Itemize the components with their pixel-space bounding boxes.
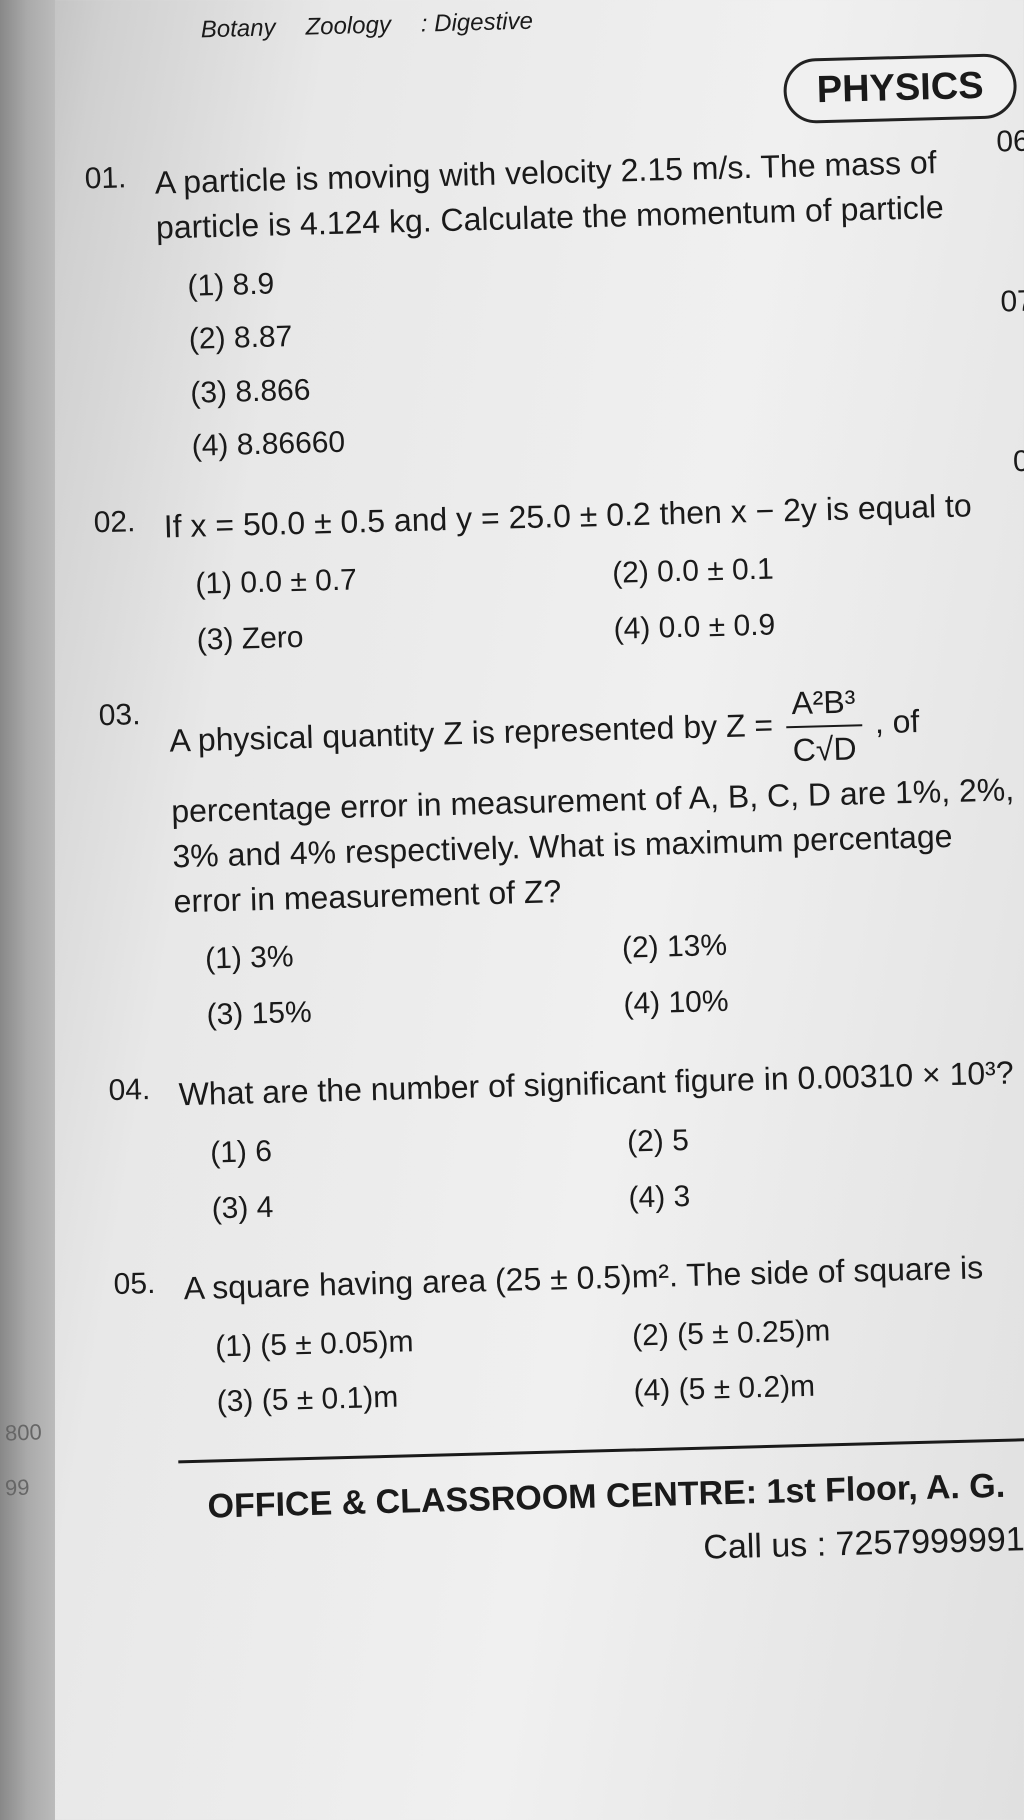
option-1: (1) 3% bbox=[205, 928, 603, 982]
option-1: (1) 0.0 ± 0.7 bbox=[195, 553, 593, 607]
options-list: (1) 3% (2) 13% (3) 15% (4) 10% bbox=[175, 917, 1021, 1038]
option-4: (4) (5 ± 0.2)m bbox=[633, 1360, 1024, 1414]
footer-office: OFFICE & CLASSROOM CENTRE: 1st Floor, A.… bbox=[179, 1466, 1024, 1527]
question-number: 05. bbox=[113, 1267, 156, 1302]
option-3: (3) 4 bbox=[211, 1177, 609, 1231]
question-02: 02. If x = 50.0 ± 0.5 and y = 25.0 ± 0.2… bbox=[153, 482, 1011, 663]
page-binding-edge bbox=[0, 0, 55, 1820]
question-text: A physical quantity Z is represented by … bbox=[168, 676, 1018, 924]
fraction-denominator: C√D bbox=[786, 726, 863, 773]
option-3: (3) Zero bbox=[196, 608, 594, 662]
question-number: 01. bbox=[84, 161, 127, 196]
margin-text-2: 99 bbox=[5, 1475, 30, 1502]
option-2: (2) 8.87 bbox=[188, 297, 1003, 362]
side-question-07: 07. bbox=[1000, 284, 1024, 319]
question-text: If x = 50.0 ± 0.5 and y = 25.0 ± 0.2 the… bbox=[163, 482, 1008, 549]
question-number: 02. bbox=[93, 505, 136, 540]
option-4: (4) 3 bbox=[628, 1166, 1024, 1220]
fraction: A²B³ C√D bbox=[785, 680, 863, 774]
margin-text-1: 800 bbox=[5, 1419, 43, 1446]
q3-text-pre: A physical quantity Z is represented by … bbox=[169, 707, 782, 759]
option-2: (2) 13% bbox=[621, 917, 1019, 971]
options-list: (1) 6 (2) 5 (3) 4 (4) 3 bbox=[180, 1110, 1024, 1231]
option-4: (4) 10% bbox=[623, 972, 1021, 1026]
divider-line bbox=[178, 1438, 1024, 1463]
question-number: 03. bbox=[98, 699, 141, 734]
page-content: Botany Zoology : Digestive PHYSICS 06. 0… bbox=[60, 0, 1024, 1603]
options-list: (1) (5 ± 0.05)m (2) (5 ± 0.25)m (3) (5 ±… bbox=[185, 1304, 1024, 1425]
question-text: A particle is moving with velocity 2.15 … bbox=[154, 138, 1000, 250]
side-question-06: 06. bbox=[996, 124, 1024, 159]
question-05: 05. A square having area (25 ± 0.5)m². T… bbox=[173, 1244, 1024, 1425]
option-2: (2) (5 ± 0.25)m bbox=[632, 1304, 1024, 1358]
option-4: (4) 0.0 ± 0.9 bbox=[613, 597, 1011, 651]
options-list: (1) 8.9 (2) 8.87 (3) 8.866 (4) 8.86660 bbox=[157, 243, 1006, 469]
option-1: (1) 6 bbox=[210, 1121, 608, 1175]
question-03: 03. A physical quantity Z is represented… bbox=[158, 676, 1021, 1038]
option-3: (3) (5 ± 0.1)m bbox=[216, 1370, 614, 1424]
footer-phone: Call us : 7257999991 bbox=[180, 1520, 1024, 1581]
header-zoology: Zoology bbox=[305, 11, 391, 41]
options-list: (1) 0.0 ± 0.7 (2) 0.0 ± 0.1 (3) Zero (4)… bbox=[165, 542, 1011, 663]
option-1: (1) (5 ± 0.05)m bbox=[215, 1315, 613, 1369]
question-text: A square having area (25 ± 0.5)m². The s… bbox=[183, 1244, 1024, 1311]
side-question-08: 08 bbox=[1013, 444, 1024, 479]
header-botany: Botany bbox=[200, 14, 275, 44]
question-number: 04. bbox=[108, 1073, 151, 1108]
question-04: 04. What are the number of significant f… bbox=[168, 1051, 1024, 1232]
option-3: (3) 15% bbox=[206, 983, 604, 1037]
option-3: (3) 8.866 bbox=[190, 350, 1005, 415]
option-4: (4) 8.86660 bbox=[191, 403, 1006, 468]
question-text: What are the number of significant figur… bbox=[178, 1051, 1023, 1118]
header-digestive: : Digestive bbox=[421, 8, 534, 39]
option-1: (1) 8.9 bbox=[187, 243, 1002, 308]
subject-badge: PHYSICS bbox=[783, 53, 1017, 124]
question-01: 01. A particle is moving with velocity 2… bbox=[144, 138, 1006, 469]
option-2: (2) 5 bbox=[627, 1110, 1024, 1164]
option-2: (2) 0.0 ± 0.1 bbox=[612, 542, 1010, 596]
fraction-numerator: A²B³ bbox=[785, 680, 862, 729]
